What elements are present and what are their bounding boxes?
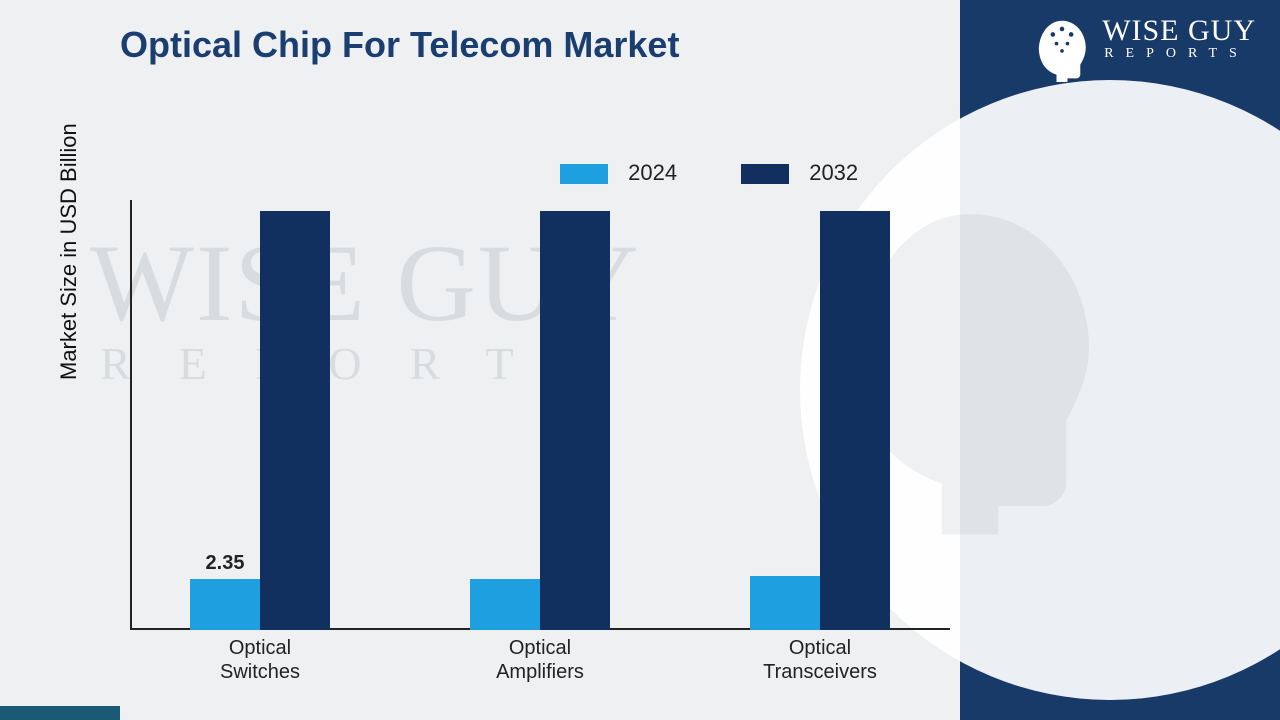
legend-label-2032: 2032 [809,160,858,185]
legend-swatch-2032 [741,164,789,184]
y-axis-label: Market Size in USD Billion [56,123,82,380]
chart-legend: 2024 2032 [560,160,858,186]
bar-2032-0 [260,211,330,630]
y-axis-line [130,200,132,630]
bar-2032-2 [820,211,890,630]
brand-bottom: REPORTS [1102,46,1256,62]
legend-swatch-2024 [560,164,608,184]
bar-2032-1 [540,211,610,630]
footer-accent-bar [0,706,120,720]
bar-value-label: 2.35 [185,552,265,575]
bar-2024-2 [750,576,820,630]
category-label: OpticalSwitches [160,630,360,684]
legend-label-2024: 2024 [628,160,677,185]
legend-item-2024: 2024 [560,160,677,186]
category-label: OpticalTransceivers [720,630,920,684]
bar-chart: OpticalSwitches2.35OpticalAmplifiersOpti… [130,200,950,630]
category-label: OpticalAmplifiers [440,630,640,684]
legend-item-2032: 2032 [741,160,858,186]
bar-2024-1 [470,579,540,630]
brand-top: WISE GUY [1102,14,1256,48]
brand-logo-text: WISE GUY REPORTS [1102,14,1256,62]
brand-head-icon [1034,18,1090,82]
page-title: Optical Chip For Telecom Market [120,24,679,66]
bar-2024-0 [190,579,260,630]
page-canvas: WISE GUY REPORTS Optical Chip For Teleco… [0,0,1280,720]
